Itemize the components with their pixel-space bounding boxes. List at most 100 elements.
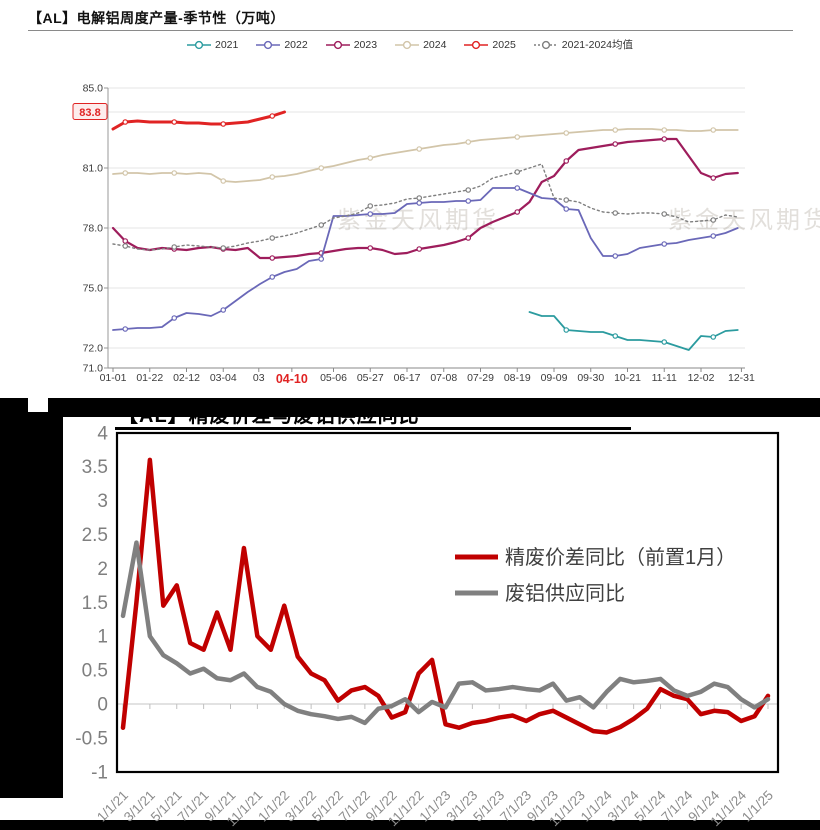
series-2021-2024均值-marker — [563, 197, 570, 203]
y-label: -0.5 — [75, 728, 108, 749]
x-label: 01-22 — [136, 372, 163, 384]
chart2-title-rule — [115, 427, 631, 430]
legend-label: 2023 — [353, 38, 378, 51]
series-2022-marker — [122, 326, 129, 332]
y-label: 72.0 — [83, 343, 104, 355]
legend-label: 2021-2024均值 — [561, 39, 633, 51]
series-2024-line — [112, 128, 739, 183]
series-2023-marker — [710, 175, 717, 181]
series-2024-marker — [710, 127, 717, 133]
series-2021-2024均值-marker — [269, 235, 276, 241]
legend-marker-icon — [533, 40, 558, 49]
y-label: 1.5 — [82, 593, 108, 614]
legend-label: 2024 — [423, 38, 447, 51]
series-2024-marker — [612, 127, 619, 133]
legend-marker-icon — [395, 40, 420, 49]
series-2024-marker — [269, 174, 276, 180]
series-2022-marker — [465, 198, 472, 204]
series-2021-2024均值-marker — [367, 203, 374, 209]
x-label: 09-30 — [577, 372, 604, 384]
y-label: 4 — [97, 423, 108, 444]
series-2023-marker — [122, 238, 129, 244]
series-2023-line — [111, 137, 739, 260]
legend-marker-icon — [186, 40, 211, 49]
y-label: 75.0 — [83, 283, 104, 295]
chart2-plot: 43.532.521.510.50-0.5-11/1/213/1/215/1/2… — [75, 423, 780, 829]
y-label: 1 — [97, 627, 108, 648]
y-label: 3.5 — [82, 457, 108, 478]
series-2022-marker — [220, 307, 227, 313]
x-label: 08-19 — [504, 372, 531, 384]
series-2022-marker — [710, 233, 717, 239]
series-2024-marker — [318, 165, 325, 171]
legend-marker-icon — [325, 40, 350, 49]
legend-circle — [472, 40, 481, 49]
legend-circle — [541, 40, 550, 49]
aluminum-weekly-output-chart: 【AL】电解铝周度产量-季节性（万吨） 2021 2022 2023 2024 2025… — [0, 0, 820, 398]
plot-border — [115, 431, 780, 774]
series-2022-marker — [416, 200, 423, 206]
series-2023-marker — [367, 245, 374, 251]
legend-item-2024: 2024 — [395, 39, 446, 51]
y-label: 2 — [97, 559, 108, 580]
series-2024-marker — [563, 130, 570, 136]
x-label: 02-12 — [173, 372, 200, 384]
series-2022-marker — [318, 256, 325, 262]
y-label: 78.0 — [83, 223, 104, 235]
legend-item-2022: 2022 — [256, 39, 308, 51]
series-2025-line — [111, 110, 286, 131]
series-2022-line — [112, 187, 739, 331]
series-2021-2024均值-marker — [661, 211, 668, 217]
legend-label: 废铝供应同比 — [505, 582, 625, 605]
current-value-box — [72, 103, 108, 120]
series-2021-2024均值-marker — [318, 222, 325, 228]
series-2022-marker — [563, 206, 570, 212]
legend-item-2025: 2025 — [464, 39, 516, 51]
series-2021-marker — [710, 334, 717, 340]
series-2021-2024均值-marker — [710, 217, 717, 223]
chart1-plot: 紫金天风期货 紫金天风期货 85.0 83.8 81.0 78.0 75.0 72.0 71.0… — [72, 83, 820, 386]
series-2022-marker — [171, 315, 178, 321]
series-2021-marker — [661, 339, 668, 345]
series-2021-marker — [563, 327, 570, 333]
x-label: 05-06 — [320, 372, 347, 384]
series-2024-marker — [514, 134, 521, 140]
series-2021-2024均值-marker — [612, 210, 619, 216]
x-label: 03-04 — [210, 372, 237, 384]
series-2024-marker — [220, 178, 227, 184]
series-2022-marker — [269, 274, 276, 280]
series-2023-marker — [661, 136, 668, 142]
x-label: 03 — [253, 372, 265, 384]
x-label: 07-29 — [467, 372, 494, 384]
legend-label: 2021 — [214, 38, 239, 51]
series-2023-marker — [563, 158, 570, 164]
y-label: 0 — [97, 695, 108, 716]
series-废铝供应同比-line — [120, 540, 771, 726]
y-label: 71.0 — [83, 363, 104, 375]
y-label-current: 83.8 — [79, 107, 100, 119]
x-label: 06-17 — [394, 372, 421, 384]
x-label: 12-31 — [728, 372, 755, 384]
series-2025-marker — [220, 121, 227, 127]
x-label: 12-02 — [688, 372, 715, 384]
legend-marker-icon — [256, 40, 281, 49]
series-2021-2024均值-line — [112, 163, 739, 251]
series-2022-marker — [514, 185, 521, 191]
scrap-spread-chart-section: 【AL】精废价差与废铝供应同比 43.532.521.510.50-0.5-11… — [0, 398, 820, 830]
series-2022-marker — [367, 211, 374, 217]
series-2024-marker — [416, 146, 423, 152]
series-2024-marker — [661, 127, 668, 133]
series-2023-marker — [465, 235, 472, 241]
y-label: 0.5 — [82, 661, 108, 682]
watermark: 紫金天风期货 — [668, 207, 820, 234]
legend-circle — [333, 40, 342, 49]
series-2024-marker — [171, 170, 178, 176]
x-label: 05-27 — [357, 372, 384, 384]
series-2024-marker — [465, 139, 472, 145]
x-label: 11-11 — [652, 372, 677, 384]
series-2021-2024均值-marker — [514, 169, 521, 175]
series-2022-marker — [661, 241, 668, 247]
series-2021-line — [528, 311, 739, 351]
series-2023-marker — [514, 209, 521, 215]
series-2024-marker — [367, 155, 374, 161]
